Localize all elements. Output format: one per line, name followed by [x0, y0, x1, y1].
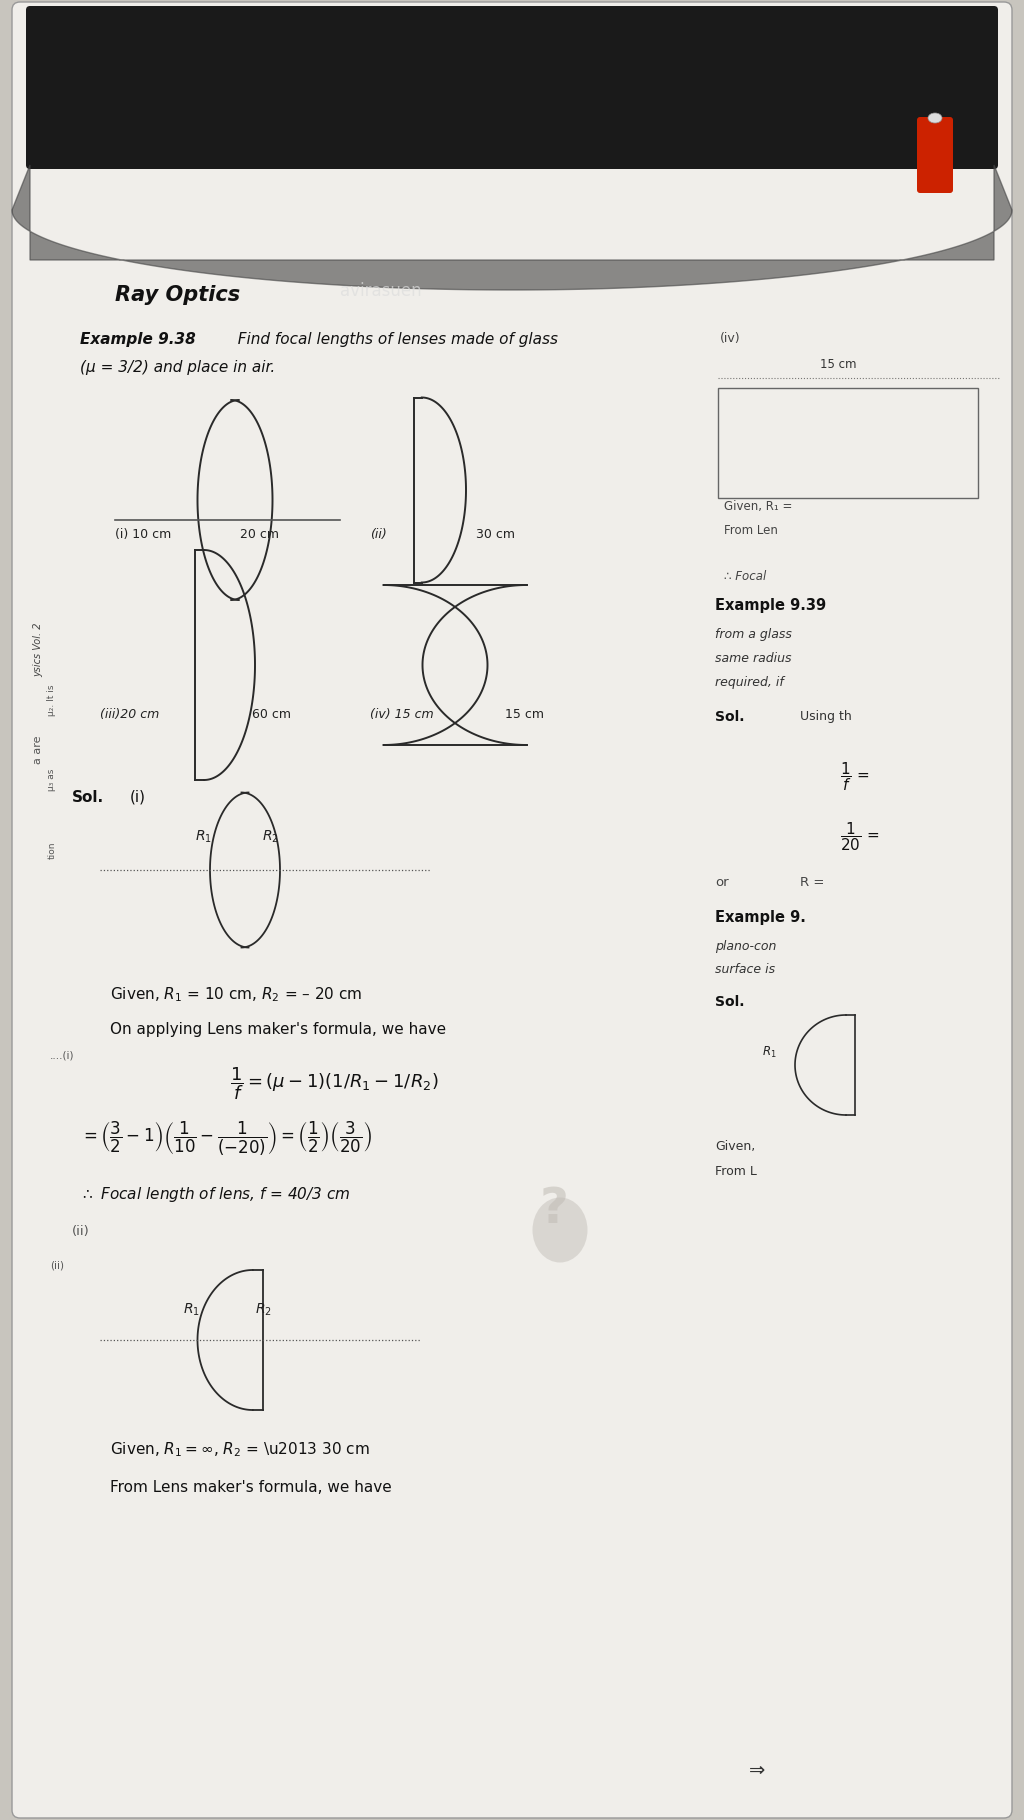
- Polygon shape: [12, 166, 1012, 289]
- Text: R =: R =: [800, 875, 824, 888]
- Text: 15 cm: 15 cm: [505, 708, 544, 721]
- Text: $\Rightarrow$: $\Rightarrow$: [745, 1760, 766, 1778]
- Text: (iv) 15 cm: (iv) 15 cm: [370, 708, 433, 721]
- Text: 30 cm: 30 cm: [476, 528, 515, 541]
- Text: Sol.: Sol.: [715, 710, 744, 724]
- Text: surface is: surface is: [715, 963, 775, 976]
- Text: (ii): (ii): [370, 528, 387, 541]
- Text: or: or: [715, 875, 729, 888]
- Text: Find focal lengths of lenses made of glass: Find focal lengths of lenses made of gla…: [228, 331, 558, 348]
- Text: Ray Optics: Ray Optics: [115, 286, 240, 306]
- Text: Given, $R_1 = \infty$, $R_2$ = \u2013 30 cm: Given, $R_1 = \infty$, $R_2$ = \u2013 30…: [110, 1440, 370, 1458]
- Text: Given, R₁ =: Given, R₁ =: [724, 501, 793, 513]
- Text: plano-con: plano-con: [715, 939, 776, 954]
- Text: (iii)20 cm: (iii)20 cm: [100, 708, 160, 721]
- Text: $= \left(\dfrac{3}{2}-1\right)\left(\dfrac{1}{10} - \dfrac{1}{(-20)}\right) = \l: $= \left(\dfrac{3}{2}-1\right)\left(\dfr…: [80, 1119, 373, 1158]
- Text: Sol.: Sol.: [72, 790, 104, 804]
- Text: $R_2$: $R_2$: [255, 1301, 271, 1318]
- Text: From L: From L: [715, 1165, 757, 1178]
- Text: (i): (i): [130, 790, 146, 804]
- Text: $\dfrac{1}{20}$ =: $\dfrac{1}{20}$ =: [840, 821, 880, 854]
- Text: ....(i): ....(i): [50, 1050, 75, 1059]
- Bar: [718, 388, 978, 499]
- Text: $R_1$: $R_1$: [762, 1045, 776, 1059]
- Text: $R_1$: $R_1$: [183, 1301, 200, 1318]
- Text: $R_1$: $R_1$: [195, 828, 212, 844]
- Text: $\dfrac{1}{f} = (\mu - 1)(1/R_1 - 1/R_2)$: $\dfrac{1}{f} = (\mu - 1)(1/R_1 - 1/R_2)…: [230, 1065, 438, 1101]
- Text: 20 cm: 20 cm: [240, 528, 279, 541]
- Text: Given, $R_1$ = 10 cm, $R_2$ = – 20 cm: Given, $R_1$ = 10 cm, $R_2$ = – 20 cm: [110, 985, 362, 1003]
- Text: Given,: Given,: [715, 1139, 756, 1154]
- Text: $R_2$: $R_2$: [262, 828, 279, 844]
- Text: ysics Vol. 2: ysics Vol. 2: [33, 622, 43, 677]
- Text: Example 9.: Example 9.: [715, 910, 806, 925]
- Text: tion: tion: [47, 841, 56, 859]
- Ellipse shape: [532, 1198, 588, 1263]
- Text: 60 cm: 60 cm: [252, 708, 291, 721]
- Text: from a glass: from a glass: [715, 628, 792, 641]
- Text: 15 cm: 15 cm: [820, 359, 856, 371]
- Text: From Len: From Len: [724, 524, 778, 537]
- FancyBboxPatch shape: [918, 116, 953, 193]
- Text: required, if: required, if: [715, 675, 783, 690]
- Text: Example 9.38: Example 9.38: [80, 331, 196, 348]
- Text: same radius: same radius: [715, 652, 792, 664]
- Text: (ii): (ii): [50, 1259, 63, 1270]
- Text: ∴ Focal: ∴ Focal: [724, 570, 766, 582]
- FancyBboxPatch shape: [12, 2, 1012, 1818]
- Text: (μ = 3/2) and place in air.: (μ = 3/2) and place in air.: [80, 360, 275, 375]
- Text: $\dfrac{1}{f}$ =: $\dfrac{1}{f}$ =: [840, 761, 869, 794]
- Text: μ₂. It is: μ₂. It is: [47, 684, 56, 715]
- Text: ?: ?: [540, 1185, 569, 1232]
- Text: Using th: Using th: [800, 710, 852, 723]
- Text: avirasuen: avirasuen: [340, 282, 422, 300]
- Text: Sol.: Sol.: [715, 996, 744, 1008]
- Text: (ii): (ii): [72, 1225, 90, 1238]
- Text: (i) 10 cm: (i) 10 cm: [115, 528, 171, 541]
- Text: On applying Lens maker's formula, we have: On applying Lens maker's formula, we hav…: [110, 1023, 446, 1037]
- Text: Example 9.39: Example 9.39: [715, 599, 826, 613]
- Text: a are: a are: [33, 735, 43, 764]
- Text: (iv): (iv): [720, 331, 740, 346]
- Text: From Lens maker's formula, we have: From Lens maker's formula, we have: [110, 1480, 392, 1494]
- FancyBboxPatch shape: [26, 5, 998, 169]
- Text: $\therefore$ Focal length of lens, $f$ = 40/3 cm: $\therefore$ Focal length of lens, $f$ =…: [80, 1185, 350, 1205]
- Text: μ₃ as: μ₃ as: [47, 768, 56, 792]
- Ellipse shape: [928, 113, 942, 124]
